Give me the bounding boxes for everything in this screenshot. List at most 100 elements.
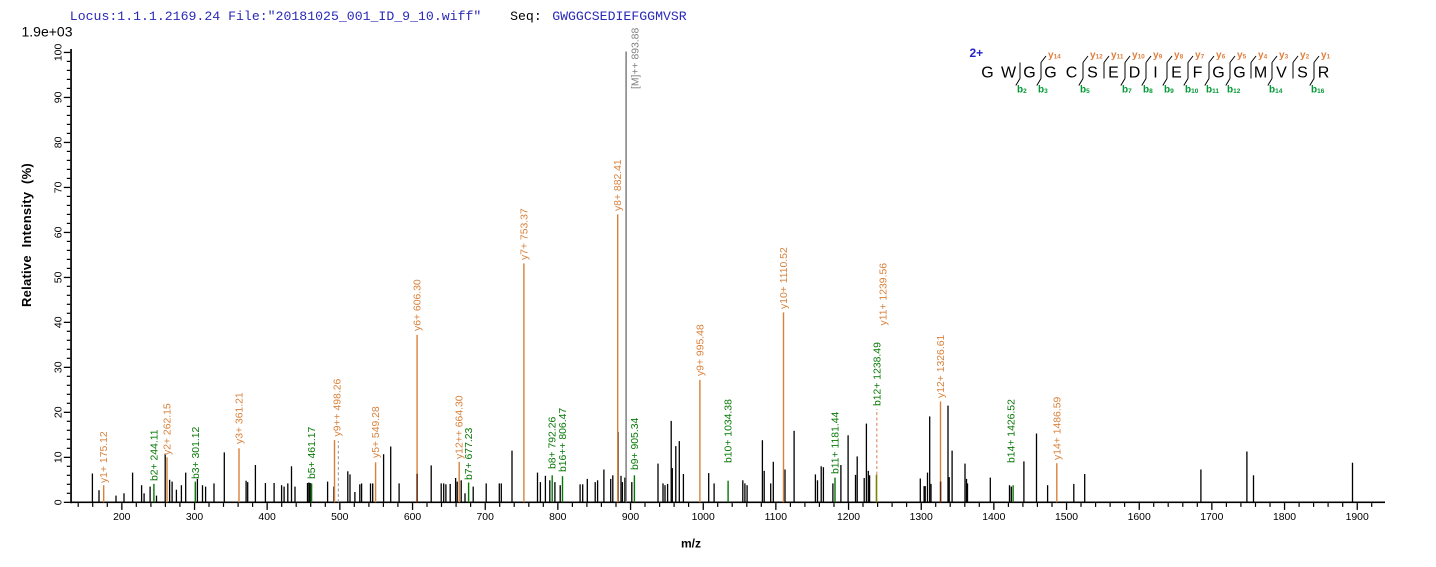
svg-text:GWGGCSEDIEFGGMVSR: GWGGCSEDIEFGGMVSR — [552, 9, 687, 24]
svg-text:b3+ 301.12: b3+ 301.12 — [191, 426, 202, 479]
svg-text:M: M — [1254, 65, 1267, 82]
svg-text:b11+ 1181.44: b11+ 1181.44 — [831, 411, 842, 474]
svg-text:V: V — [1276, 65, 1287, 82]
svg-text:20: 20 — [53, 406, 65, 418]
svg-text:S: S — [1087, 65, 1098, 82]
svg-text:y10: y10 — [1132, 50, 1145, 61]
svg-text:1600: 1600 — [1128, 512, 1151, 523]
svg-text:b16: b16 — [1311, 85, 1325, 96]
svg-text:y7: y7 — [1195, 50, 1205, 61]
svg-text:y5+ 549.28: y5+ 549.28 — [371, 406, 382, 458]
svg-text:y5: y5 — [1237, 50, 1247, 61]
svg-text:1400: 1400 — [982, 512, 1005, 523]
svg-text:b12: b12 — [1227, 85, 1241, 96]
svg-text:y3+ 361.21: y3+ 361.21 — [235, 392, 246, 444]
svg-text:b8: b8 — [1143, 85, 1153, 96]
svg-text:G: G — [1023, 65, 1035, 82]
svg-text:b2: b2 — [1017, 85, 1027, 96]
svg-text:b14+ 1426.52: b14+ 1426.52 — [1007, 399, 1018, 463]
svg-text:30: 30 — [53, 361, 65, 373]
svg-text:y6+ 606.30: y6+ 606.30 — [413, 279, 424, 331]
svg-text:y12++ 664.30: y12++ 664.30 — [455, 395, 466, 459]
svg-text:F: F — [1193, 65, 1203, 82]
svg-text:700: 700 — [477, 512, 495, 523]
svg-text:b2+ 244.11: b2+ 244.11 — [149, 429, 160, 481]
svg-text:300: 300 — [186, 512, 204, 523]
svg-text:200: 200 — [113, 512, 131, 523]
svg-text:1100: 1100 — [765, 512, 788, 523]
svg-text:y11: y11 — [1111, 50, 1124, 61]
svg-text:y8: y8 — [1174, 50, 1184, 61]
svg-text:b5+ 461.17: b5+ 461.17 — [307, 426, 318, 479]
svg-text:S: S — [1297, 65, 1308, 82]
svg-text:y3: y3 — [1279, 50, 1289, 61]
svg-text:E: E — [1108, 65, 1119, 82]
svg-text:y8+ 882.41: y8+ 882.41 — [613, 159, 624, 211]
svg-text:y11+ 1239.56: y11+ 1239.56 — [879, 263, 890, 326]
svg-text:60: 60 — [53, 226, 65, 238]
svg-text:m/z: m/z — [681, 537, 701, 551]
svg-text:y9+ 995.48: y9+ 995.48 — [695, 324, 706, 376]
svg-text:1.9e+03: 1.9e+03 — [22, 24, 73, 40]
svg-text:Seq:: Seq: — [510, 9, 542, 24]
svg-text:1200: 1200 — [837, 512, 860, 523]
svg-text:0: 0 — [53, 499, 65, 505]
svg-text:y9: y9 — [1153, 50, 1163, 61]
svg-text:y4: y4 — [1258, 50, 1268, 61]
svg-text:G: G — [1212, 65, 1224, 82]
svg-text:b10+ 1034.38: b10+ 1034.38 — [724, 399, 735, 463]
svg-text:b7+ 677.23: b7+ 677.23 — [464, 427, 475, 480]
svg-text:Relative Intensity (%): Relative Intensity (%) — [19, 163, 34, 307]
svg-text:E: E — [1171, 65, 1182, 82]
svg-text:b5: b5 — [1080, 85, 1090, 96]
svg-text:y14+ 1486.59: y14+ 1486.59 — [1052, 397, 1063, 460]
svg-text:Locus:1.1.1.2169.24 File:"2018: Locus:1.1.1.2169.24 File:"20181025_001_I… — [70, 9, 482, 24]
svg-text:80: 80 — [53, 136, 65, 148]
svg-text:y2: y2 — [1300, 50, 1310, 61]
svg-text:1000: 1000 — [692, 512, 715, 523]
svg-text:D: D — [1129, 65, 1141, 82]
svg-text:1500: 1500 — [1055, 512, 1078, 523]
svg-text:y12+ 1326.61: y12+ 1326.61 — [936, 335, 947, 398]
svg-text:100: 100 — [53, 43, 65, 61]
svg-text:b9+ 905.34: b9+ 905.34 — [630, 417, 641, 470]
svg-text:b14: b14 — [1269, 85, 1283, 96]
svg-text:90: 90 — [53, 91, 65, 103]
svg-text:40: 40 — [53, 316, 65, 328]
svg-text:y6: y6 — [1216, 50, 1226, 61]
svg-text:W: W — [1001, 65, 1017, 82]
svg-text:b8+ 792.26: b8+ 792.26 — [548, 416, 559, 469]
svg-text:1700: 1700 — [1200, 512, 1223, 523]
svg-text:b9: b9 — [1164, 85, 1174, 96]
svg-text:900: 900 — [622, 512, 640, 523]
svg-text:b7: b7 — [1122, 85, 1132, 96]
svg-text:b12+ 1238.49: b12+ 1238.49 — [873, 342, 884, 406]
svg-text:50: 50 — [53, 271, 65, 283]
svg-text:1300: 1300 — [910, 512, 933, 523]
svg-text:800: 800 — [549, 512, 567, 523]
svg-text:70: 70 — [53, 181, 65, 193]
svg-text:y10+ 1110.52: y10+ 1110.52 — [779, 247, 790, 309]
svg-text:y1+ 175.12: y1+ 175.12 — [99, 431, 110, 483]
svg-text:b3: b3 — [1038, 85, 1048, 96]
svg-text:[M]++ 893.88: [M]++ 893.88 — [630, 28, 641, 89]
svg-text:R: R — [1318, 65, 1330, 82]
svg-text:2+: 2+ — [970, 46, 984, 60]
svg-text:500: 500 — [331, 512, 349, 523]
svg-text:400: 400 — [258, 512, 276, 523]
svg-text:1800: 1800 — [1273, 512, 1296, 523]
svg-text:y7+ 753.37: y7+ 753.37 — [519, 208, 530, 260]
svg-text:C: C — [1066, 65, 1078, 82]
svg-text:10: 10 — [53, 451, 65, 463]
svg-text:I: I — [1153, 65, 1157, 82]
svg-text:G: G — [981, 65, 993, 82]
svg-text:G: G — [1233, 65, 1245, 82]
svg-text:y9++ 498.26: y9++ 498.26 — [333, 379, 344, 437]
svg-text:y14: y14 — [1048, 50, 1061, 61]
svg-text:G: G — [1044, 65, 1056, 82]
svg-text:y12: y12 — [1090, 50, 1103, 61]
svg-text:b10: b10 — [1185, 85, 1199, 96]
svg-text:b16++ 806.47: b16++ 806.47 — [558, 408, 569, 472]
svg-text:600: 600 — [404, 512, 422, 523]
svg-text:y2+ 262.15: y2+ 262.15 — [163, 403, 174, 455]
